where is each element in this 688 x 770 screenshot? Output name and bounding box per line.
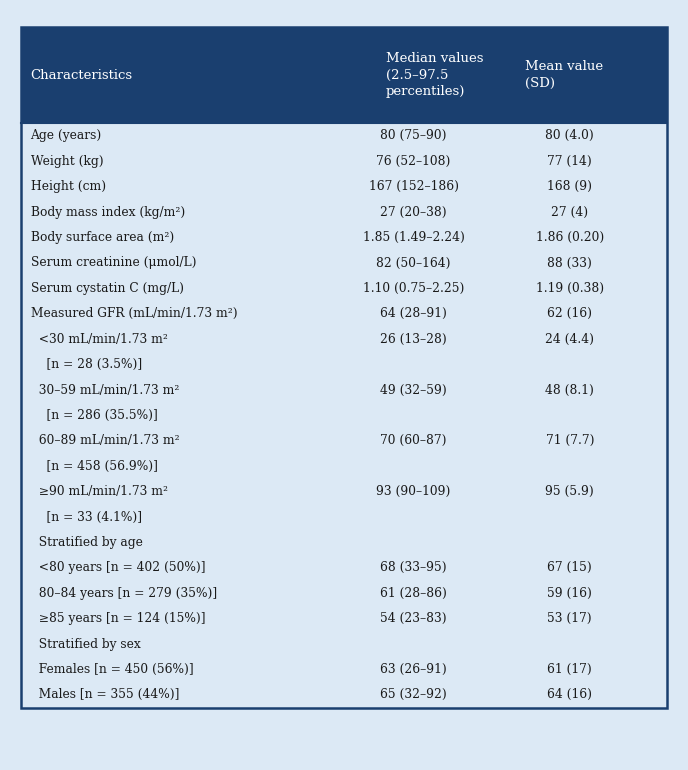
Text: 59 (16): 59 (16): [548, 587, 592, 600]
Text: 60–89 mL/min/1.73 m²: 60–89 mL/min/1.73 m²: [30, 434, 179, 447]
Text: 167 (152–186): 167 (152–186): [369, 180, 459, 193]
Text: 54 (23–83): 54 (23–83): [380, 612, 447, 625]
Text: 71 (7.7): 71 (7.7): [546, 434, 594, 447]
Text: 26 (13–28): 26 (13–28): [380, 333, 447, 346]
Text: 168 (9): 168 (9): [547, 180, 592, 193]
Bar: [21, 123, 667, 708]
Text: 1.19 (0.38): 1.19 (0.38): [536, 282, 604, 295]
Text: 61 (17): 61 (17): [548, 663, 592, 676]
Bar: [21, 27, 667, 708]
Text: 1.10 (0.75–2.25): 1.10 (0.75–2.25): [363, 282, 464, 295]
Text: 27 (4): 27 (4): [551, 206, 588, 219]
Text: 80 (4.0): 80 (4.0): [546, 129, 594, 142]
Text: 68 (33–95): 68 (33–95): [380, 561, 447, 574]
Text: [n = 33 (4.1%)]: [n = 33 (4.1%)]: [30, 511, 142, 524]
Text: 24 (4.4): 24 (4.4): [546, 333, 594, 346]
Text: Characteristics: Characteristics: [30, 69, 133, 82]
Text: Weight (kg): Weight (kg): [30, 155, 103, 168]
Text: Females [n = 450 (56%)]: Females [n = 450 (56%)]: [30, 663, 193, 676]
Bar: [21, 27, 667, 123]
Text: Mean value
(SD): Mean value (SD): [525, 60, 603, 90]
Text: 53 (17): 53 (17): [548, 612, 592, 625]
Text: 62 (16): 62 (16): [547, 307, 592, 320]
Text: 65 (32–92): 65 (32–92): [380, 688, 447, 701]
Text: Stratified by sex: Stratified by sex: [30, 638, 140, 651]
Text: 67 (15): 67 (15): [548, 561, 592, 574]
Text: <80 years [n = 402 (50%)]: <80 years [n = 402 (50%)]: [30, 561, 205, 574]
Text: 93 (90–109): 93 (90–109): [376, 485, 451, 498]
Text: 64 (16): 64 (16): [547, 688, 592, 701]
Text: 77 (14): 77 (14): [548, 155, 592, 168]
Text: <30 mL/min/1.73 m²: <30 mL/min/1.73 m²: [30, 333, 167, 346]
Text: 95 (5.9): 95 (5.9): [546, 485, 594, 498]
Text: 1.86 (0.20): 1.86 (0.20): [536, 231, 604, 244]
Text: ≥85 years [n = 124 (15%)]: ≥85 years [n = 124 (15%)]: [30, 612, 205, 625]
Text: Body surface area (m²): Body surface area (m²): [30, 231, 174, 244]
Text: 27 (20–38): 27 (20–38): [380, 206, 447, 219]
Text: Serum creatinine (μmol/L): Serum creatinine (μmol/L): [30, 256, 196, 270]
Text: Age (years): Age (years): [30, 129, 102, 142]
Text: Stratified by age: Stratified by age: [30, 536, 142, 549]
Text: 64 (28–91): 64 (28–91): [380, 307, 447, 320]
Text: [n = 28 (3.5%)]: [n = 28 (3.5%)]: [30, 358, 142, 371]
Text: 76 (52–108): 76 (52–108): [376, 155, 451, 168]
Text: ≥90 mL/min/1.73 m²: ≥90 mL/min/1.73 m²: [30, 485, 168, 498]
Text: [n = 286 (35.5%)]: [n = 286 (35.5%)]: [30, 409, 158, 422]
Text: 30–59 mL/min/1.73 m²: 30–59 mL/min/1.73 m²: [30, 383, 179, 397]
Text: Body mass index (kg/m²): Body mass index (kg/m²): [30, 206, 185, 219]
Text: 48 (8.1): 48 (8.1): [546, 383, 594, 397]
Text: Height (cm): Height (cm): [30, 180, 106, 193]
Text: 82 (50–164): 82 (50–164): [376, 256, 451, 270]
Text: Median values
(2.5–97.5
percentiles): Median values (2.5–97.5 percentiles): [386, 52, 484, 98]
Text: Measured GFR (mL/min/1.73 m²): Measured GFR (mL/min/1.73 m²): [30, 307, 237, 320]
Text: Serum cystatin C (mg/L): Serum cystatin C (mg/L): [30, 282, 184, 295]
Text: 49 (32–59): 49 (32–59): [380, 383, 447, 397]
Text: 80–84 years [n = 279 (35%)]: 80–84 years [n = 279 (35%)]: [30, 587, 217, 600]
Text: 70 (60–87): 70 (60–87): [380, 434, 447, 447]
Text: [n = 458 (56.9%)]: [n = 458 (56.9%)]: [30, 460, 158, 473]
Text: 1.85 (1.49–2.24): 1.85 (1.49–2.24): [363, 231, 464, 244]
Text: 88 (33): 88 (33): [548, 256, 592, 270]
Text: 63 (26–91): 63 (26–91): [380, 663, 447, 676]
Text: 61 (28–86): 61 (28–86): [380, 587, 447, 600]
Text: Males [n = 355 (44%)]: Males [n = 355 (44%)]: [30, 688, 179, 701]
Text: 80 (75–90): 80 (75–90): [380, 129, 447, 142]
